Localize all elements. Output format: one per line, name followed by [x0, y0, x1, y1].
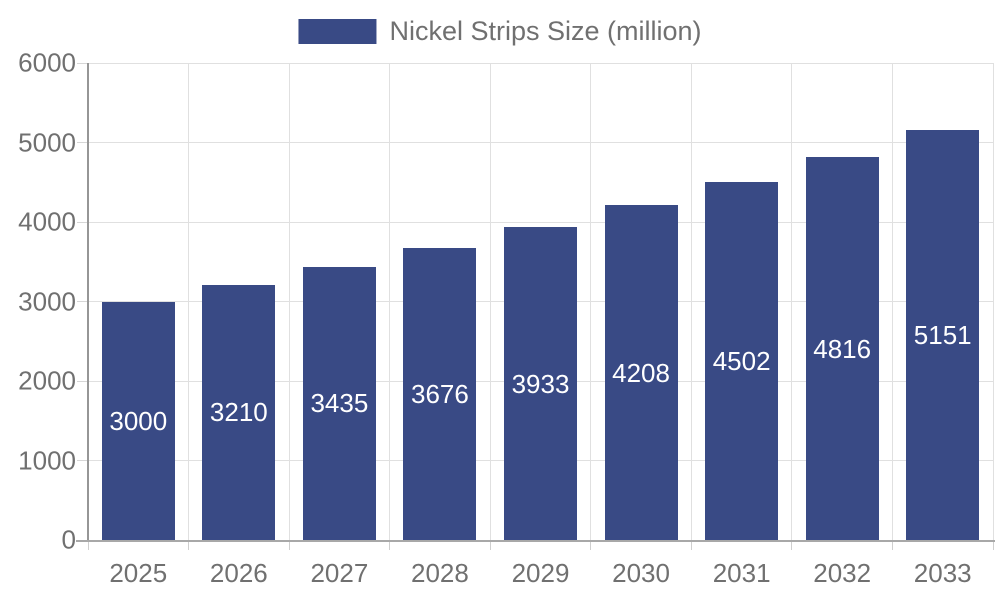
legend-label: Nickel Strips Size (million) [389, 16, 702, 46]
x-axis-tick [590, 542, 592, 550]
x-axis-tick-label: 2029 [511, 558, 570, 588]
x-axis-tick-label: 2025 [109, 558, 168, 588]
gridline-vertical [188, 63, 190, 540]
x-axis-tick [992, 542, 994, 550]
gridline-vertical [690, 63, 692, 540]
x-axis-line [76, 540, 995, 542]
gridline-vertical [791, 63, 793, 540]
bar-value-label: 3435 [310, 388, 369, 419]
bar-2029 [504, 227, 577, 540]
gridline-horizontal [88, 221, 993, 223]
bar-2031 [705, 182, 779, 540]
y-axis-tick [77, 380, 88, 382]
y-axis-tick [77, 62, 88, 64]
x-axis-tick [87, 542, 89, 550]
x-axis-tick [489, 542, 491, 550]
x-axis-tick-label: 2026 [209, 558, 268, 588]
gridline-vertical [891, 63, 893, 540]
bar-value-label: 4208 [612, 357, 670, 388]
y-axis-tick-label: 2000 [18, 365, 76, 396]
bar-value-label: 4816 [813, 333, 872, 364]
bar-2033 [906, 130, 980, 540]
y-axis-tick-label: 6000 [18, 47, 76, 78]
gridline-vertical [992, 63, 994, 540]
x-axis-tick [791, 542, 793, 550]
x-axis-tick-label: 2033 [913, 558, 972, 588]
y-axis-tick [77, 301, 88, 302]
gridline-vertical [489, 63, 491, 540]
gridline-vertical [288, 63, 290, 540]
gridline-vertical [590, 63, 592, 540]
plot-area: 0 1000 2000 3000 4000 5000 6000 3000 2025 3210 202… [18, 48, 995, 588]
legend-swatch-icon [298, 19, 377, 44]
bar-value-label: 3676 [411, 378, 469, 409]
x-axis-tick-label: 2032 [813, 558, 872, 588]
bar-2026 [202, 284, 276, 540]
gridline-vertical [389, 63, 391, 540]
bar-2030 [604, 205, 678, 540]
x-axis-tick-label: 2027 [310, 558, 369, 588]
x-axis-tick [288, 542, 290, 550]
gridline-horizontal [88, 142, 993, 143]
y-axis-tick-label: 1000 [18, 445, 76, 475]
bar-value-label: 3000 [109, 405, 168, 436]
x-axis-tick-label: 2030 [612, 558, 670, 588]
y-axis-tick-label: 4000 [18, 206, 76, 237]
bar-value-label: 3933 [511, 368, 570, 399]
x-axis-tick-label: 2031 [712, 558, 771, 588]
y-axis-tick [77, 142, 88, 143]
x-axis-tick [389, 542, 391, 550]
bar-2028 [403, 247, 477, 540]
bar-2027 [302, 266, 376, 540]
y-axis-tick [77, 460, 88, 461]
gridline-horizontal [88, 62, 993, 64]
y-axis-tick-label: 5000 [18, 127, 76, 157]
x-axis-tick [188, 542, 190, 550]
y-axis-tick-label: 3000 [18, 286, 76, 316]
bar-2025 [101, 301, 175, 540]
legend[interactable]: Nickel Strips Size (million) [298, 16, 702, 47]
bar-value-label: 4502 [712, 346, 771, 377]
y-axis-tick-label: 0 [61, 524, 76, 555]
y-axis-tick [77, 221, 88, 223]
bar-value-label: 5151 [913, 320, 972, 351]
x-axis-tick-label: 2028 [411, 558, 469, 588]
x-axis-tick [891, 542, 893, 550]
bar-2032 [805, 157, 879, 540]
bar-value-label: 3210 [209, 397, 268, 428]
x-axis-tick [690, 542, 692, 550]
y-axis-line [87, 63, 89, 540]
